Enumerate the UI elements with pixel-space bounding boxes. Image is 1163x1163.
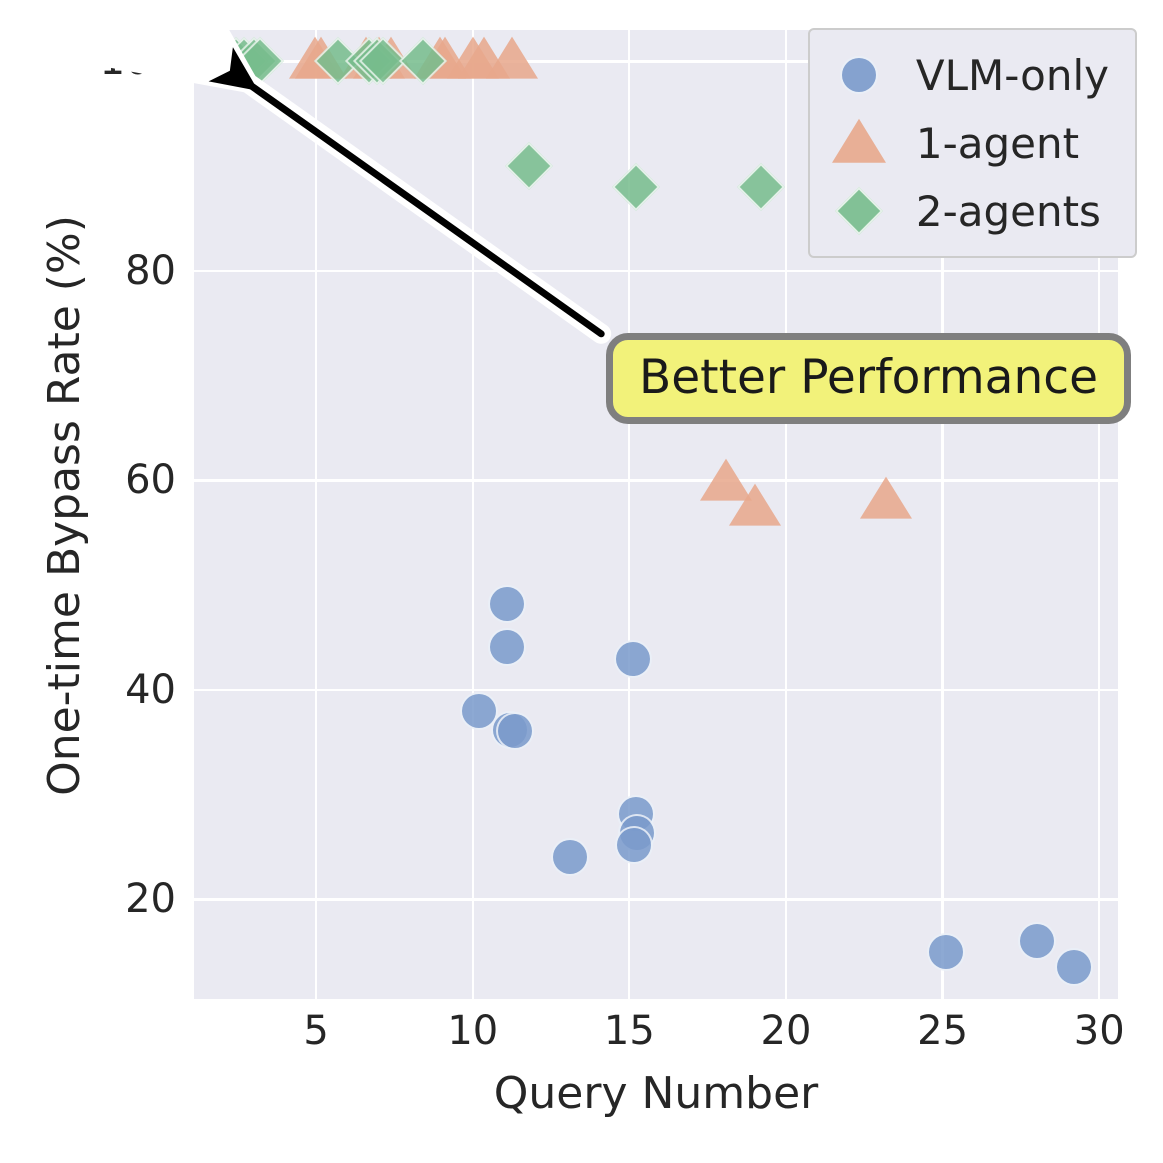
legend-label: VLM-only [915,50,1109,100]
data-point-1-agent [728,483,781,526]
legend-label: 2-agents [915,186,1101,236]
gridline-horizontal [194,898,1118,901]
data-point-2-agents [611,163,660,212]
x-tick-label: 20 [760,1008,812,1054]
diamond-marker-icon [832,184,886,238]
data-point-vlm-only [460,691,499,730]
gridline-horizontal [194,269,1118,273]
y-tick: 20 [0,876,176,922]
gridline-vertical [941,30,944,999]
x-axis-title: Query Number [493,1068,819,1119]
legend-item-2-agents[interactable]: 2-agents [832,184,1109,238]
y-tick: 80 [0,248,176,294]
gridline-vertical [784,30,788,999]
y-tick: 60 [0,457,176,503]
gridline-vertical [315,30,318,999]
data-point-vlm-only [550,837,589,876]
data-point-vlm-only [615,826,654,864]
gridline-horizontal [194,479,1118,482]
gridline-horizontal [194,688,1118,692]
data-point-vlm-only [613,639,652,678]
annotation-label-better-performance: Better Performance [606,333,1132,424]
legend-item-1-agent[interactable]: 1-agent [831,116,1109,170]
x-tick-label: 15 [603,1008,655,1054]
circle-marker-icon [832,48,886,102]
x-tick-label: 25 [917,1008,969,1054]
y-tick-label: 60 [125,457,176,504]
x-tick-label: 30 [1073,1008,1125,1054]
data-point-1-agent [485,37,538,80]
gridline-vertical [628,30,631,999]
data-point-vlm-only [496,711,535,750]
x-tick-label: 5 [303,1008,329,1054]
y-axis-title: One-time Bypass Rate (%) [39,215,90,796]
triangle-marker-icon [831,116,886,170]
y-tick-label: 80 [125,247,176,294]
data-point-2-agents [505,142,554,191]
gridline-vertical [471,30,474,999]
y-tick-label: 20 [125,876,176,923]
data-point-2-agents [736,163,785,212]
gridline-horizontal [194,60,1118,63]
data-point-vlm-only [1055,947,1094,986]
data-point-vlm-only [488,585,527,624]
y-tick-label: 100 [99,38,176,85]
legend-item-vlm-only[interactable]: VLM-only [832,48,1109,102]
x-tick-label: 10 [447,1008,499,1054]
legend-label: 1-agent [915,118,1080,168]
data-point-vlm-only [488,628,527,667]
y-tick: 40 [0,667,176,713]
data-point-vlm-only [1017,922,1056,961]
data-point-vlm-only [926,932,965,971]
y-tick-label: 40 [125,666,176,713]
gridline-vertical [1098,30,1101,999]
legend: VLM-only 1-agent 2-agents [807,28,1137,258]
data-point-1-agent [860,477,913,520]
